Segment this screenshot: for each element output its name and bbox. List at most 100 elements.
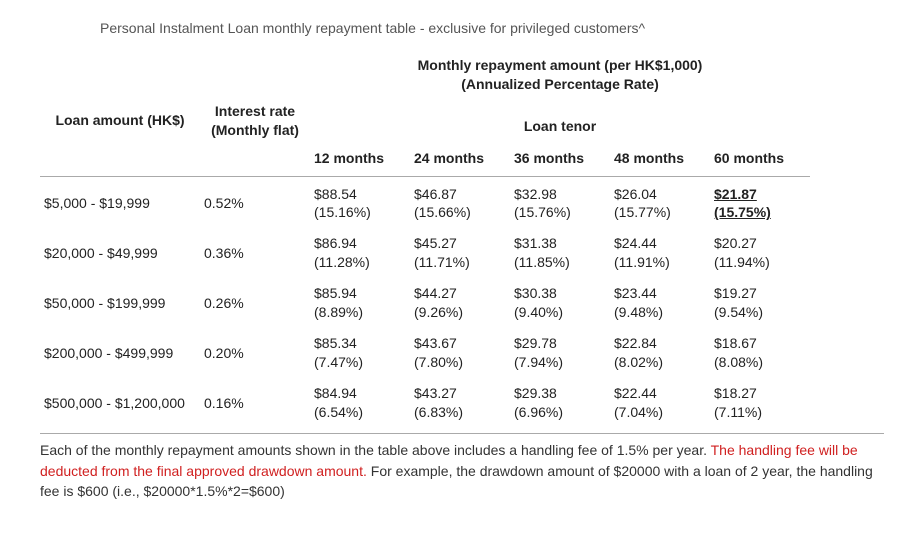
repayment-cell: $43.67(7.80%) xyxy=(410,328,510,378)
repayment-cell: $21.87(15.75%) xyxy=(710,179,810,229)
repayment-amount: $18.27 xyxy=(714,384,806,403)
repayment-apr: (9.48%) xyxy=(614,303,706,322)
repayment-amount: $20.27 xyxy=(714,234,806,253)
loan-amount-cell: $500,000 - $1,200,000 xyxy=(40,385,200,421)
repayment-apr: (15.16%) xyxy=(314,203,406,222)
repayment-apr: (9.26%) xyxy=(414,303,506,322)
repayment-cell: $85.34(7.47%) xyxy=(310,328,410,378)
repayment-apr: (8.89%) xyxy=(314,303,406,322)
interest-rate-cell: 0.20% xyxy=(200,335,310,371)
repayment-apr: (15.77%) xyxy=(614,203,706,222)
footnote-part1: Each of the monthly repayment amounts sh… xyxy=(40,442,711,458)
repayment-apr: (6.54%) xyxy=(314,403,406,422)
repayment-amount: $44.27 xyxy=(414,284,506,303)
repayment-apr: (7.80%) xyxy=(414,353,506,372)
repayment-amount: $22.44 xyxy=(614,384,706,403)
repayment-amount: $32.98 xyxy=(514,185,606,204)
loan-tenor-header: Loan tenor xyxy=(310,112,810,144)
month-header-36: 36 months xyxy=(510,144,610,172)
repayment-cell: $85.94(8.89%) xyxy=(310,278,410,328)
repayment-amount: $22.84 xyxy=(614,334,706,353)
interest-rate-cell: 0.26% xyxy=(200,285,310,321)
repayment-amount: $30.38 xyxy=(514,284,606,303)
repayment-table: Monthly repayment amount (per HK$1,000) … xyxy=(40,56,884,427)
month-header-60: 60 months xyxy=(710,144,810,172)
repayment-cell: $19.27(9.54%) xyxy=(710,278,810,328)
loan-amount-cell: $20,000 - $49,999 xyxy=(40,235,200,271)
group-heading-line1: Monthly repayment amount (per HK$1,000) xyxy=(418,57,703,73)
repayment-amount: $19.27 xyxy=(714,284,806,303)
repayment-cell: $26.04(15.77%) xyxy=(610,179,710,229)
month-header-12: 12 months xyxy=(310,144,410,172)
repayment-apr: (15.76%) xyxy=(514,203,606,222)
header-divider xyxy=(40,176,810,177)
repayment-amount: $84.94 xyxy=(314,384,406,403)
repayment-apr: (8.08%) xyxy=(714,353,806,372)
repayment-cell: $23.44(9.48%) xyxy=(610,278,710,328)
repayment-amount: $43.67 xyxy=(414,334,506,353)
repayment-amount: $24.44 xyxy=(614,234,706,253)
repayment-amount: $29.78 xyxy=(514,334,606,353)
month-header-48: 48 months xyxy=(610,144,710,172)
repayment-cell: $31.38(11.85%) xyxy=(510,228,610,278)
repayment-amount: $31.38 xyxy=(514,234,606,253)
repayment-apr: (7.47%) xyxy=(314,353,406,372)
repayment-cell: $18.27(7.11%) xyxy=(710,378,810,428)
loan-amount-cell: $50,000 - $199,999 xyxy=(40,285,200,321)
repayment-cell: $84.94(6.54%) xyxy=(310,378,410,428)
repayment-apr: (11.85%) xyxy=(514,253,606,272)
page-title: Personal Instalment Loan monthly repayme… xyxy=(40,20,884,36)
repayment-cell: $45.27(11.71%) xyxy=(410,228,510,278)
repayment-apr: (8.02%) xyxy=(614,353,706,372)
repayment-cell: $29.78(7.94%) xyxy=(510,328,610,378)
repayment-amount: $86.94 xyxy=(314,234,406,253)
repayment-cell: $32.98(15.76%) xyxy=(510,179,610,229)
repayment-amount: $45.27 xyxy=(414,234,506,253)
repayment-apr: (9.40%) xyxy=(514,303,606,322)
repayment-cell: $44.27(9.26%) xyxy=(410,278,510,328)
repayment-amount: $18.67 xyxy=(714,334,806,353)
repayment-cell: $43.27(6.83%) xyxy=(410,378,510,428)
loan-amount-header: Loan amount (HK$) xyxy=(40,107,200,134)
repayment-cell: $30.38(9.40%) xyxy=(510,278,610,328)
repayment-amount: $23.44 xyxy=(614,284,706,303)
repayment-amount: $26.04 xyxy=(614,185,706,204)
repayment-apr: (6.83%) xyxy=(414,403,506,422)
repayment-cell: $24.44(11.91%) xyxy=(610,228,710,278)
repayment-amount: $46.87 xyxy=(414,185,506,204)
footnote: Each of the monthly repayment amounts sh… xyxy=(40,433,884,501)
repayment-cell: $29.38(6.96%) xyxy=(510,378,610,428)
repayment-apr: (6.96%) xyxy=(514,403,606,422)
repayment-amount: $21.87 xyxy=(714,185,806,204)
month-header-24: 24 months xyxy=(410,144,510,172)
repayment-cell: $88.54(15.16%) xyxy=(310,179,410,229)
repayment-amount: $85.94 xyxy=(314,284,406,303)
repayment-amount: $43.27 xyxy=(414,384,506,403)
repayment-apr: (7.94%) xyxy=(514,353,606,372)
repayment-apr: (7.11%) xyxy=(714,403,806,422)
repayment-apr: (11.94%) xyxy=(714,253,806,272)
repayment-cell: $18.67(8.08%) xyxy=(710,328,810,378)
interest-rate-cell: 0.36% xyxy=(200,235,310,271)
repayment-apr: (11.28%) xyxy=(314,253,406,272)
repayment-amount: $88.54 xyxy=(314,185,406,204)
group-heading-line2: (Annualized Percentage Rate) xyxy=(461,76,659,92)
repayment-apr: (15.75%) xyxy=(714,203,806,222)
repayment-apr: (15.66%) xyxy=(414,203,506,222)
repayment-apr: (11.71%) xyxy=(414,253,506,272)
interest-rate-cell: 0.52% xyxy=(200,185,310,221)
repayment-amount: $29.38 xyxy=(514,384,606,403)
repayment-cell: $86.94(11.28%) xyxy=(310,228,410,278)
repayment-cell: $22.44(7.04%) xyxy=(610,378,710,428)
repayment-apr: (7.04%) xyxy=(614,403,706,422)
interest-rate-header: Interest rate (Monthly flat) xyxy=(200,98,310,144)
repayment-apr: (11.91%) xyxy=(614,253,706,272)
repayment-apr: (9.54%) xyxy=(714,303,806,322)
repayment-cell: $46.87(15.66%) xyxy=(410,179,510,229)
repayment-cell: $22.84(8.02%) xyxy=(610,328,710,378)
group-heading: Monthly repayment amount (per HK$1,000) … xyxy=(310,56,810,98)
repayment-amount: $85.34 xyxy=(314,334,406,353)
interest-rate-cell: 0.16% xyxy=(200,385,310,421)
loan-amount-cell: $5,000 - $19,999 xyxy=(40,185,200,221)
repayment-cell: $20.27(11.94%) xyxy=(710,228,810,278)
